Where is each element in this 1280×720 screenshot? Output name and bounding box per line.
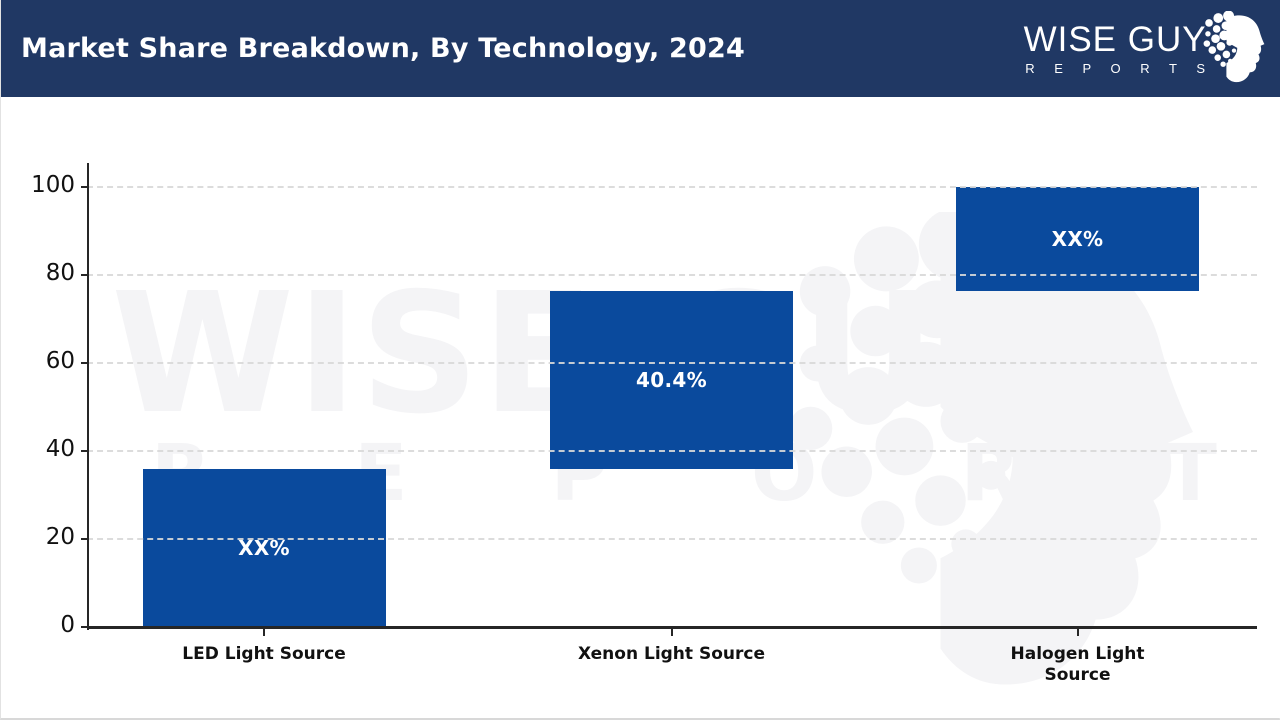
bar-value-label: 40.4% [636,367,707,392]
x-tick-mark-1 [263,629,265,636]
gridline-100 [87,186,1257,188]
brand-name: WISE GUY [1023,19,1207,59]
x-category-label-3: Halogen Light Source [1010,644,1145,686]
y-axis-line [87,163,89,630]
chart-title: Market Share Breakdown, By Technology, 2… [21,33,746,64]
brand-subtitle: R E P O R T S [1025,60,1213,76]
brand-logo: WISE GUY R E P O R T S [1017,10,1267,87]
gridline-60 [87,362,1257,364]
brand-logo-text: WISE GUY R E P O R T S [1017,22,1213,76]
x-tick-mark-3 [1076,629,1079,636]
y-tick-mark-100 [81,186,87,188]
y-tick-mark-0 [81,626,87,628]
x-category-label-1: LED Light Source [182,644,346,664]
y-tick-label-100: 100 [31,172,75,198]
plot-region: XX% 40.4% XX% 0 20 40 60 80 100 LED Light Source X… [1,97,1280,718]
gridline-80 [87,274,1257,276]
chart-canvas: WISE GUY R E P O R T S XX%40.4%XX%020406… [1,97,1280,718]
y-tick-label-60: 60 [45,348,75,374]
y-tick-mark-60 [81,362,87,364]
bar-value-label: XX% [1051,226,1104,251]
header-bar: Market Share Breakdown, By Technology, 2… [1,0,1280,97]
bar-1: XX% [142,468,386,627]
dotted-head-profile-icon [1203,10,1265,82]
x-category-label-2: Xenon Light Source [578,644,765,664]
y-tick-label-80: 80 [45,260,75,286]
x-axis-line [87,626,1257,629]
gridline-40 [87,450,1257,452]
y-tick-label-40: 40 [45,436,75,462]
x-tick-mark-2 [670,629,673,636]
y-tick-label-0: 0 [60,612,75,638]
bar-2: 40.4% [550,290,793,469]
gridline-20 [87,538,1257,540]
y-tick-mark-20 [81,538,87,540]
y-tick-mark-80 [81,274,87,276]
y-tick-label-20: 20 [45,524,75,550]
bar-3: XX% [956,187,1199,291]
y-tick-mark-40 [81,450,87,452]
